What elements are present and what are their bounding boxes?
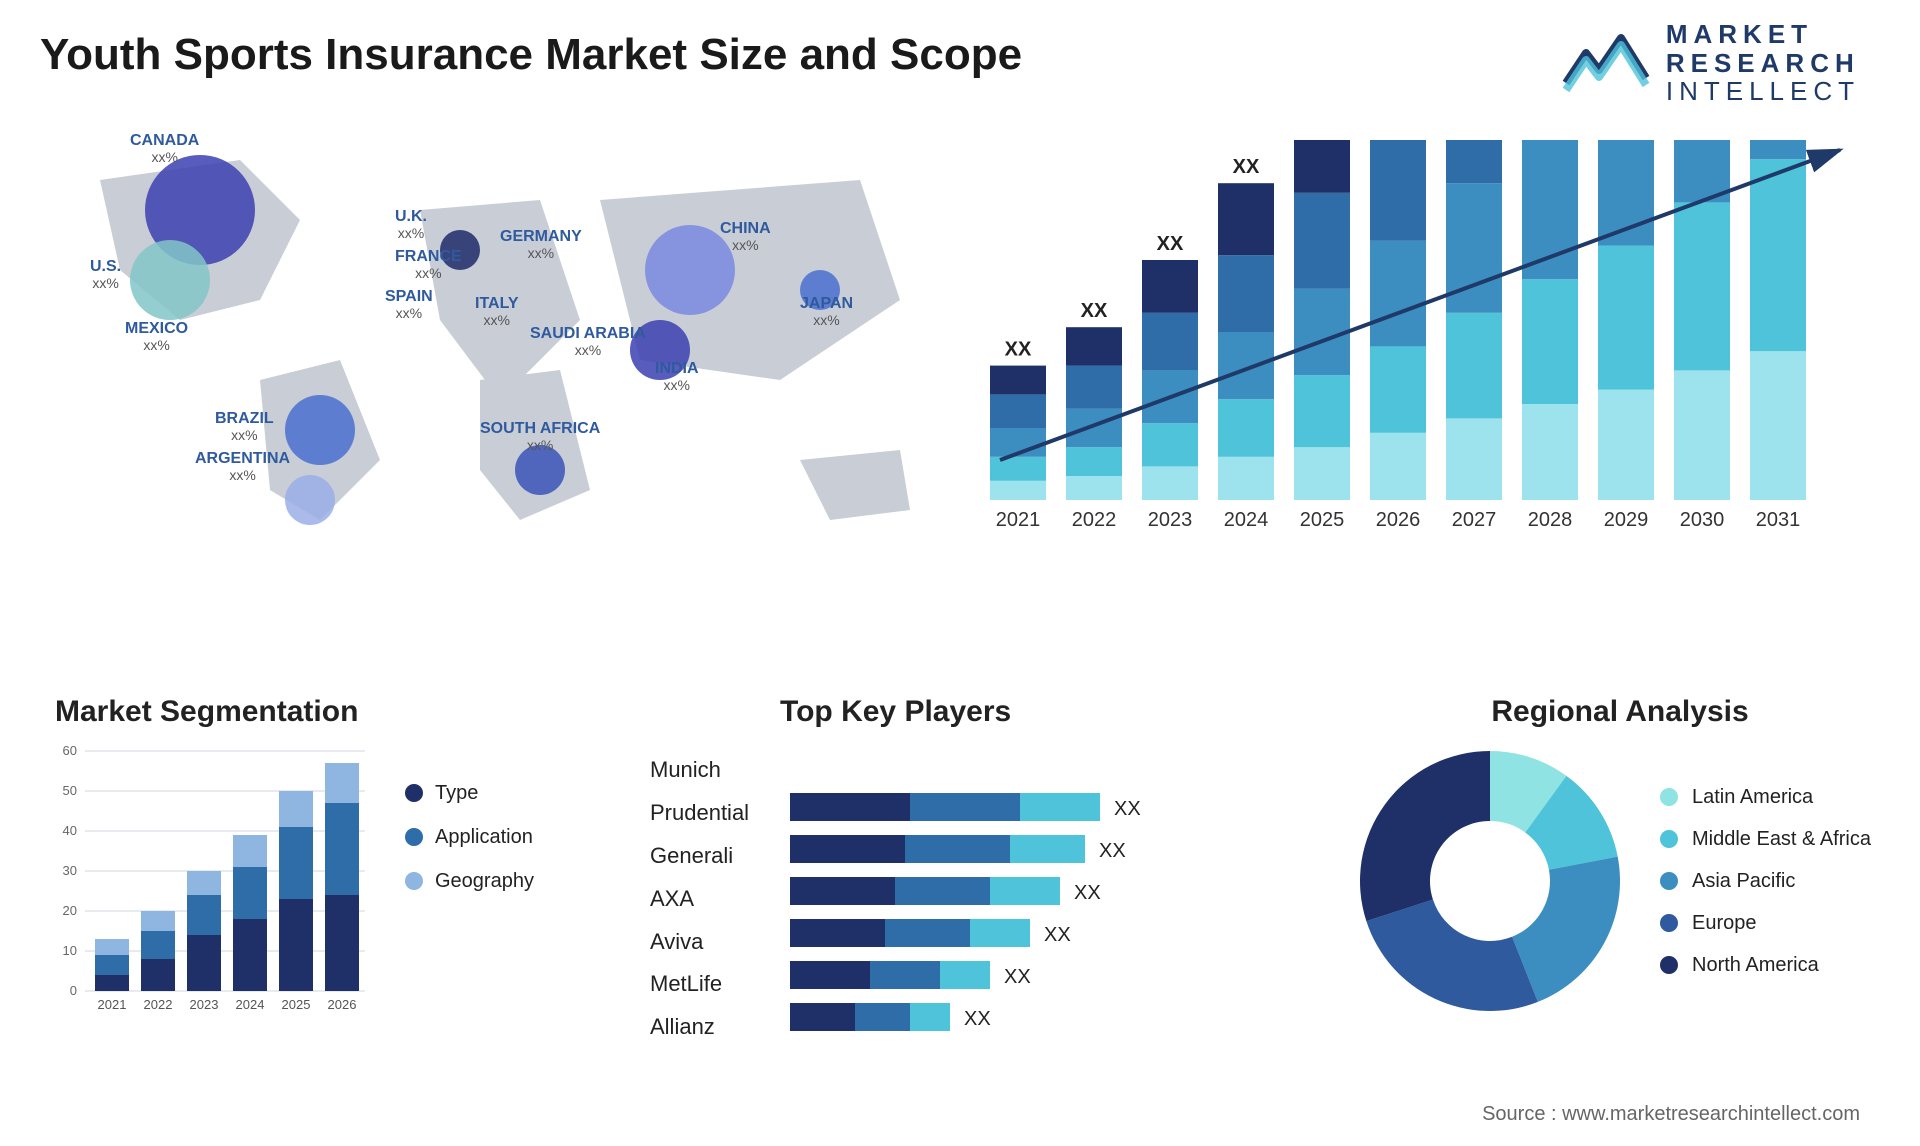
regional-legend-row: Latin America — [1660, 776, 1871, 818]
svg-text:2024: 2024 — [1224, 509, 1269, 531]
svg-text:2025: 2025 — [1300, 509, 1345, 531]
map-label: GERMANYxx% — [500, 228, 582, 261]
regional-section: Regional Analysis Latin AmericaMiddle Ea… — [1350, 695, 1890, 1021]
regional-title: Regional Analysis — [1350, 695, 1890, 729]
logo-icon — [1561, 28, 1651, 98]
map-label: SAUDI ARABIAxx% — [530, 325, 646, 358]
map-label: ITALYxx% — [475, 295, 519, 328]
svg-text:XX: XX — [1004, 966, 1031, 988]
map-label: SOUTH AFRICAxx% — [480, 420, 600, 453]
regional-legend: Latin AmericaMiddle East & AfricaAsia Pa… — [1660, 776, 1871, 986]
logo-line1: MARKET — [1666, 19, 1813, 49]
map-label: CHINAxx% — [720, 220, 771, 253]
svg-text:20: 20 — [63, 903, 77, 918]
svg-text:30: 30 — [63, 863, 77, 878]
svg-text:60: 60 — [63, 743, 77, 758]
regional-legend-row: Middle East & Africa — [1660, 818, 1871, 860]
map-label: INDIAxx% — [655, 360, 699, 393]
map-label: ARGENTINAxx% — [195, 450, 290, 483]
svg-text:XX: XX — [1099, 840, 1126, 862]
svg-text:2031: 2031 — [1756, 509, 1801, 531]
svg-text:2030: 2030 — [1680, 509, 1725, 531]
svg-text:2029: 2029 — [1604, 509, 1649, 531]
world-map: CANADAxx% U.S.xx%MEXICOxx% BRAZILxx% ARGENT… — [40, 120, 940, 540]
segmentation-chart: 0 10 20 30 40 50 60 2021 2022 2023 2024 2025 2026 — [55, 741, 375, 1021]
regional-legend-row: Asia Pacific — [1660, 860, 1871, 902]
svg-text:2027: 2027 — [1452, 509, 1497, 531]
player-label: Aviva — [650, 921, 770, 964]
svg-text:50: 50 — [63, 783, 77, 798]
regional-legend-row: North America — [1660, 944, 1871, 986]
logo-line2: RESEARCH — [1666, 48, 1860, 78]
svg-text:XX: XX — [1005, 339, 1032, 361]
map-label: BRAZILxx% — [215, 410, 274, 443]
segmentation-section: Market Segmentation 0 10 20 30 40 50 60 2021 202… — [55, 695, 615, 1021]
player-label: MetLife — [650, 963, 770, 1006]
svg-text:2021: 2021 — [98, 997, 127, 1012]
svg-text:2024: 2024 — [236, 997, 265, 1012]
player-label: Munich — [650, 749, 770, 792]
svg-text:2028: 2028 — [1528, 509, 1573, 531]
player-label: Generali — [650, 835, 770, 878]
player-label: AXA — [650, 878, 770, 921]
svg-text:0: 0 — [70, 983, 77, 998]
segmentation-title: Market Segmentation — [55, 695, 615, 729]
segmentation-legend-row: Application — [405, 815, 534, 859]
svg-text:XX: XX — [1114, 798, 1141, 820]
svg-text:2025: 2025 — [282, 997, 311, 1012]
segmentation-legend-row: Geography — [405, 859, 534, 903]
svg-text:2023: 2023 — [1148, 509, 1193, 531]
svg-text:2026: 2026 — [328, 997, 357, 1012]
page-title: Youth Sports Insurance Market Size and S… — [40, 30, 1022, 80]
segmentation-legend-row: Type — [405, 771, 534, 815]
svg-text:XX: XX — [964, 1008, 991, 1030]
svg-text:2026: 2026 — [1376, 509, 1421, 531]
players-title: Top Key Players — [780, 695, 1340, 729]
svg-text:XX: XX — [1157, 233, 1184, 255]
map-label: CANADAxx% — [130, 132, 199, 165]
svg-text:XX: XX — [1044, 924, 1071, 946]
svg-text:2022: 2022 — [1072, 509, 1117, 531]
player-label: Prudential — [650, 792, 770, 835]
player-label: Allianz — [650, 1006, 770, 1049]
svg-text:10: 10 — [63, 943, 77, 958]
forecast-chart: XX2021XX2022XX2023XX2024XX2025XX2026XX20… — [980, 140, 1860, 540]
map-label: SPAINxx% — [385, 288, 433, 321]
map-label: U.S.xx% — [90, 258, 121, 291]
logo-line3: INTELLECT — [1666, 77, 1860, 106]
segmentation-legend: TypeApplicationGeography — [405, 741, 534, 903]
svg-text:2022: 2022 — [144, 997, 173, 1012]
map-label: FRANCExx% — [395, 248, 462, 281]
map-label: MEXICOxx% — [125, 320, 188, 353]
svg-text:XX: XX — [1233, 156, 1260, 178]
regional-donut — [1350, 741, 1630, 1021]
players-chart: XXXXXXXXXXXX — [790, 741, 1210, 1031]
brand-logo: MARKET RESEARCH INTELLECT — [1561, 20, 1860, 106]
svg-text:40: 40 — [63, 823, 77, 838]
svg-text:XX: XX — [1074, 882, 1101, 904]
source-text: Source : www.marketresearchintellect.com — [1482, 1103, 1860, 1126]
svg-text:XX: XX — [1081, 300, 1108, 322]
svg-text:2021: 2021 — [996, 509, 1041, 531]
svg-text:2023: 2023 — [190, 997, 219, 1012]
players-section: Top Key Players MunichPrudentialGenerali… — [780, 695, 1340, 1049]
regional-legend-row: Europe — [1660, 902, 1871, 944]
map-label: U.K.xx% — [395, 208, 427, 241]
players-labels: MunichPrudentialGeneraliAXAAvivaMetLifeA… — [650, 741, 770, 1049]
map-label: JAPANxx% — [800, 295, 853, 328]
